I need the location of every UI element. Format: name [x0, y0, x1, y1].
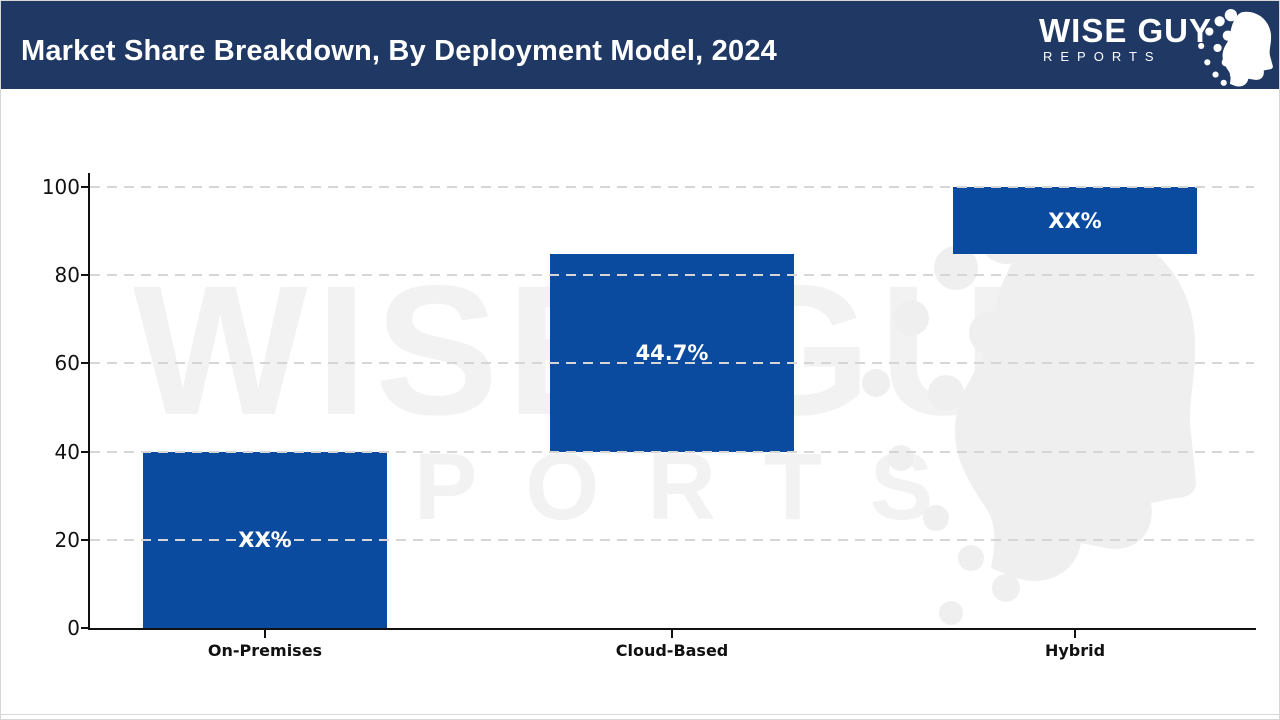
header-band: Market Share Breakdown, By Deployment Mo…: [1, 1, 1279, 89]
y-tick-label: 0: [67, 616, 80, 640]
y-tick-label: 80: [54, 263, 80, 288]
gridline-40: [90, 450, 1254, 453]
x-axis-spine: [88, 628, 1256, 630]
y-tick-label: 60: [54, 351, 80, 376]
y-tick: [81, 362, 88, 365]
gridline-20: [90, 538, 1254, 541]
x-tick: [1074, 630, 1076, 638]
x-tick: [671, 630, 673, 638]
bar-hybrid: [953, 187, 1197, 255]
x-tick-label: Hybrid: [1044, 641, 1106, 660]
x-tick-label: Cloud-Based: [615, 641, 729, 660]
bar-value-label: XX%: [1048, 208, 1102, 233]
wise-guy-reports-logo: WISE GUY REPORTS: [1039, 9, 1275, 87]
logo-subtext: REPORTS: [1043, 49, 1162, 65]
y-tick: [81, 274, 88, 277]
gridline-60: [90, 362, 1254, 365]
y-tick: [81, 450, 88, 453]
y-tick: [81, 627, 88, 629]
y-axis-spine: [88, 173, 90, 630]
x-tick-label: On-Premises: [207, 641, 323, 660]
y-tick-label: 100: [41, 175, 80, 199]
bar-value-label: 44.7%: [635, 341, 709, 366]
x-tick: [264, 630, 266, 638]
gridline-100: [90, 186, 1254, 188]
y-tick-label: 40: [54, 439, 80, 464]
head-profile-icon: [1198, 9, 1273, 87]
logo-text: WISE GUY: [1039, 12, 1213, 49]
bar-cloud-based: [550, 254, 794, 452]
chart-title: Market Share Breakdown, By Deployment Mo…: [21, 35, 777, 67]
y-tick: [81, 186, 88, 188]
gridline-80: [90, 274, 1254, 277]
bar-value-label: XX%: [238, 527, 292, 552]
y-tick: [81, 538, 88, 541]
bottom-divider: [1, 714, 1279, 715]
y-tick-label: 20: [54, 527, 80, 552]
